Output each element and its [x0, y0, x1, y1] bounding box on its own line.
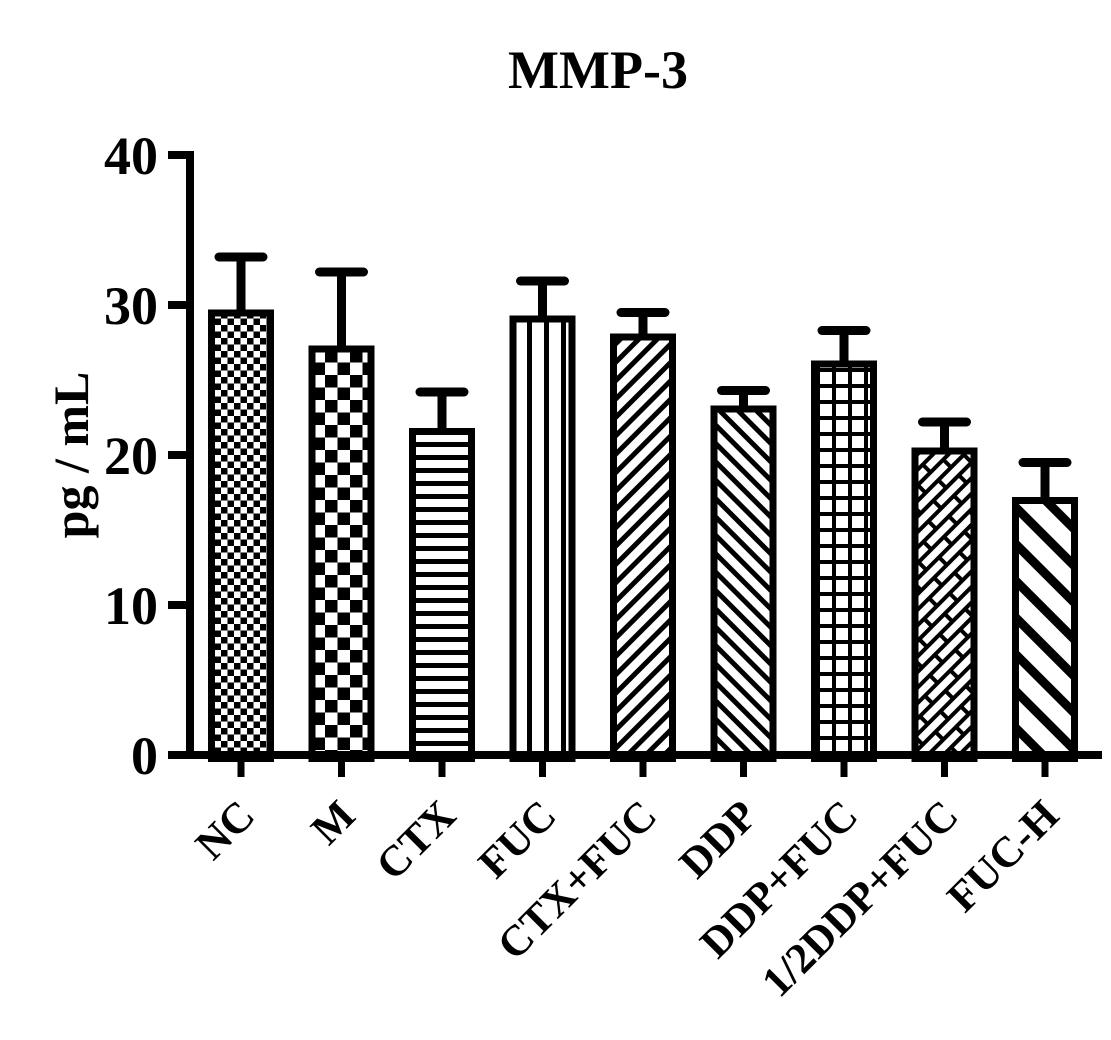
bar-FUC [509, 315, 576, 762]
bar-1/2DDP+FUC [911, 447, 978, 762]
bar-NC [208, 309, 274, 762]
bar-CTX+FUC [610, 333, 676, 762]
bar-FUC-H [1012, 497, 1078, 762]
chart-title: MMP-3 [508, 40, 688, 100]
bar-M [308, 345, 375, 762]
bars-group [208, 252, 1078, 762]
x-axis-label: FUC-H [939, 792, 1068, 922]
y-tick-label: 30 [104, 276, 158, 336]
bar-DDP+FUC [811, 360, 877, 762]
x-axis-label: NC [187, 792, 264, 869]
bar-DDP [710, 405, 777, 762]
bar-CTX [409, 428, 475, 762]
y-tick-label: 40 [104, 126, 158, 186]
y-tick-label: 20 [104, 426, 158, 486]
x-axis-label: CTX [368, 792, 465, 889]
x-ticks-group [237, 759, 1049, 777]
y-tick-label: 0 [131, 726, 158, 786]
y-tick-label: 10 [104, 576, 158, 636]
y-ticks-group: 0 10 20 30 40 [104, 126, 190, 786]
y-axis-title: pg / mL [43, 372, 99, 539]
x-axis-label: M [303, 792, 365, 854]
